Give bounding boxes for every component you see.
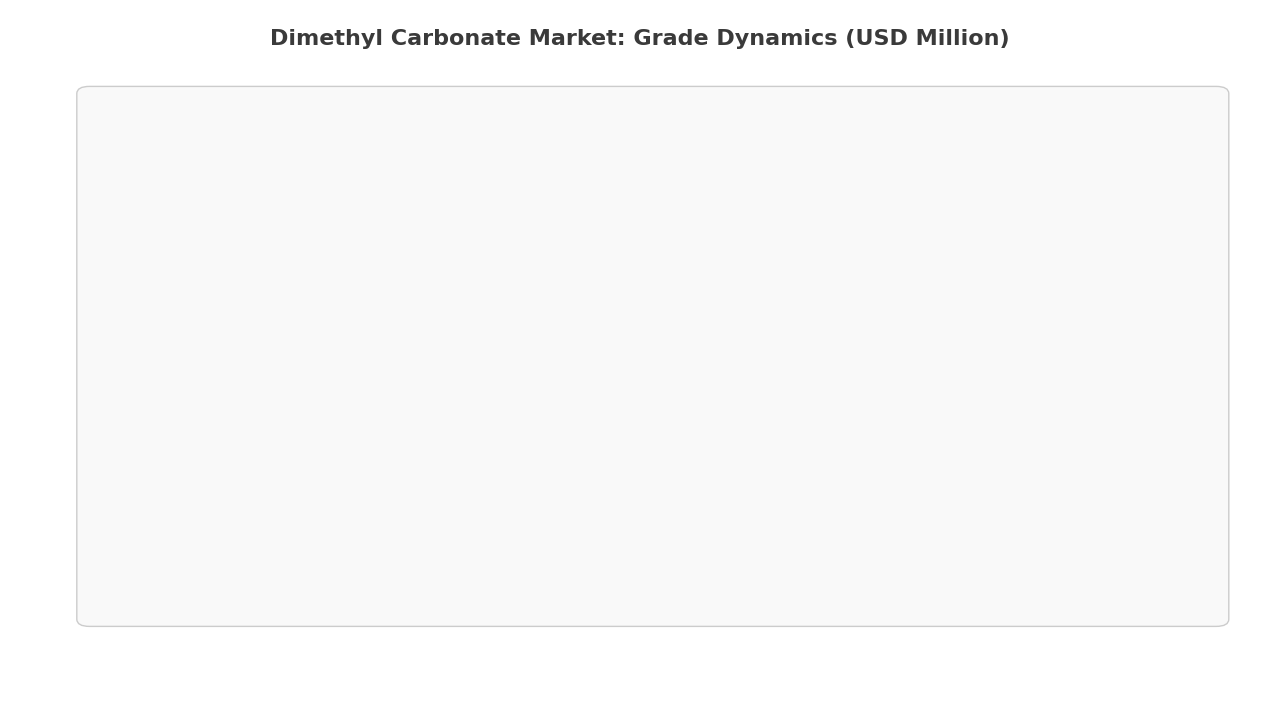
- Bar: [544, 414, 678, 518]
- Bar: [641, 186, 774, 518]
- Bar: [923, 368, 1056, 518]
- Legend: Industry Grade, Pharmaceutical Grade, Battery Grade, Others: Industry Grade, Pharmaceutical Grade, Ba…: [303, 578, 1015, 606]
- Bar: [403, 403, 536, 518]
- Bar: [1064, 377, 1197, 518]
- Bar: [782, 333, 915, 518]
- Bar: [262, 377, 396, 518]
- Text: Dimethyl Carbonate Market: Grade Dynamics (USD Million): Dimethyl Carbonate Market: Grade Dynamic…: [270, 29, 1010, 49]
- Bar: [120, 261, 255, 518]
